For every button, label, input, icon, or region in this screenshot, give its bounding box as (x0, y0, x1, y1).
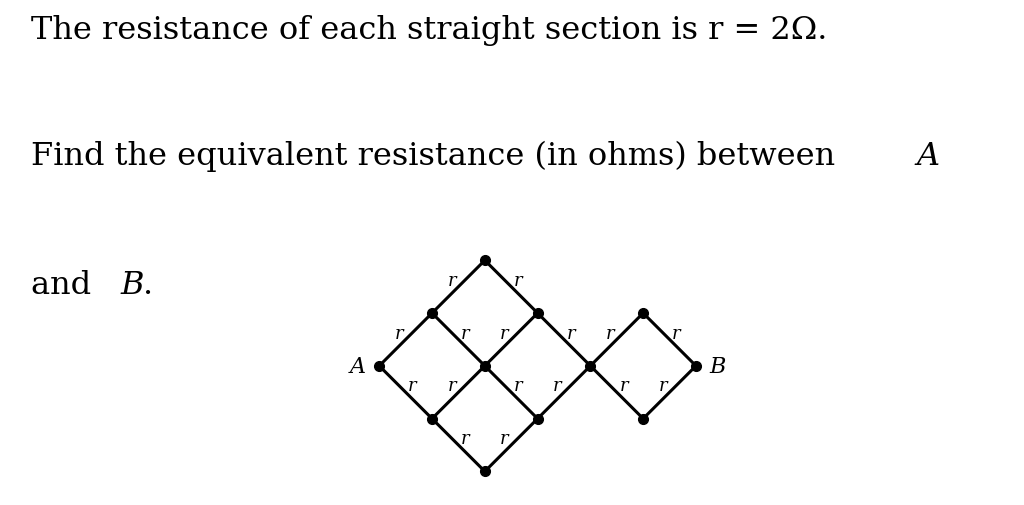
Text: r: r (620, 377, 628, 395)
Text: r: r (409, 377, 417, 395)
Text: r: r (514, 377, 522, 395)
Text: r: r (672, 324, 681, 342)
Text: r: r (447, 377, 456, 395)
Text: r: r (394, 324, 403, 342)
Text: r: r (500, 324, 509, 342)
Text: and: and (31, 270, 101, 300)
Text: r: r (566, 324, 575, 342)
Text: B: B (121, 270, 144, 300)
Text: B: B (710, 355, 726, 377)
Text: .: . (143, 270, 154, 300)
Text: r: r (500, 429, 509, 447)
Text: r: r (658, 377, 667, 395)
Text: r: r (553, 377, 561, 395)
Text: r: r (461, 324, 470, 342)
Text: r: r (514, 271, 522, 289)
Text: r: r (461, 429, 470, 447)
Text: The resistance of each straight section is r = 2Ω.: The resistance of each straight section … (31, 15, 827, 45)
Text: r: r (605, 324, 614, 342)
Text: A: A (350, 355, 366, 377)
Text: A: A (916, 140, 940, 172)
Text: Find the equivalent resistance (in ohms) between: Find the equivalent resistance (in ohms)… (31, 140, 845, 172)
Text: r: r (447, 271, 456, 289)
